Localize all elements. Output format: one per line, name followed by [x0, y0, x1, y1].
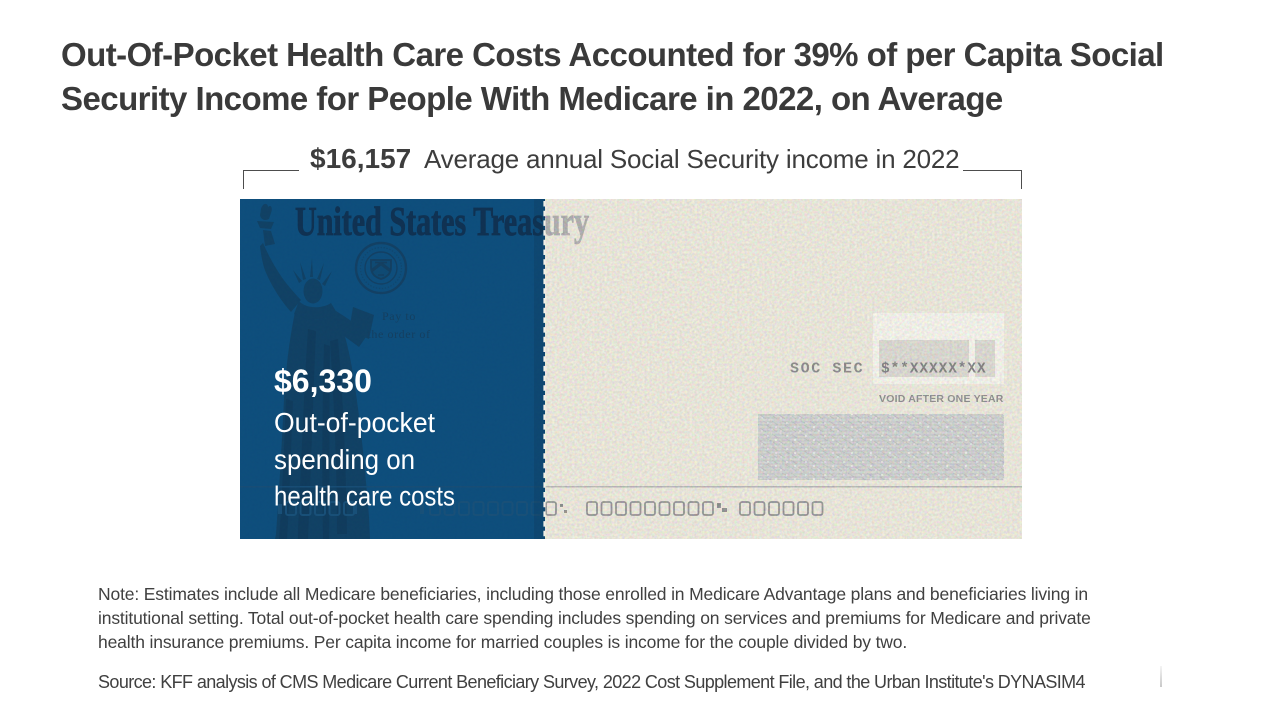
svg-text:United States Treasury: United States Treasury [295, 199, 589, 244]
svg-text:Pay to: Pay to [382, 309, 416, 323]
svg-text:health care costs: health care costs [274, 481, 455, 512]
svg-text:$6,330: $6,330 [274, 363, 372, 399]
svg-text:the order of: the order of [367, 327, 430, 341]
svg-text:spending on: spending on [274, 444, 415, 475]
svg-text:Out-of-pocket: Out-of-pocket [274, 407, 435, 438]
